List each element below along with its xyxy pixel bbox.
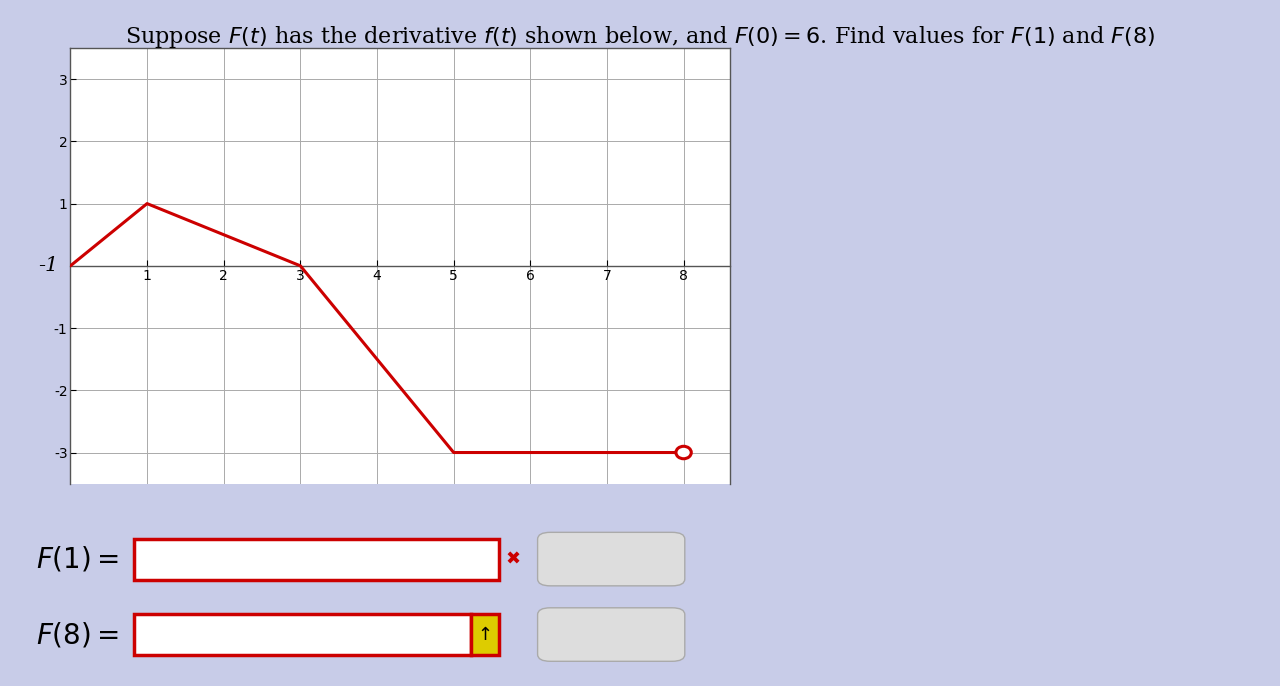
Text: Preview: Preview <box>571 626 652 643</box>
Text: ↑: ↑ <box>477 626 493 643</box>
Text: $F(1) =$: $F(1) =$ <box>36 545 119 573</box>
Text: Suppose $F(t)$ has the derivative $f(t)$ shown below, and $F(0) = 6$. Find value: Suppose $F(t)$ has the derivative $f(t)$… <box>125 24 1155 50</box>
Circle shape <box>676 447 691 459</box>
Text: Preview: Preview <box>571 550 652 568</box>
Text: ✖: ✖ <box>506 550 521 568</box>
Text: $F(8) =$: $F(8) =$ <box>36 620 119 649</box>
Text: -1: -1 <box>38 257 59 275</box>
